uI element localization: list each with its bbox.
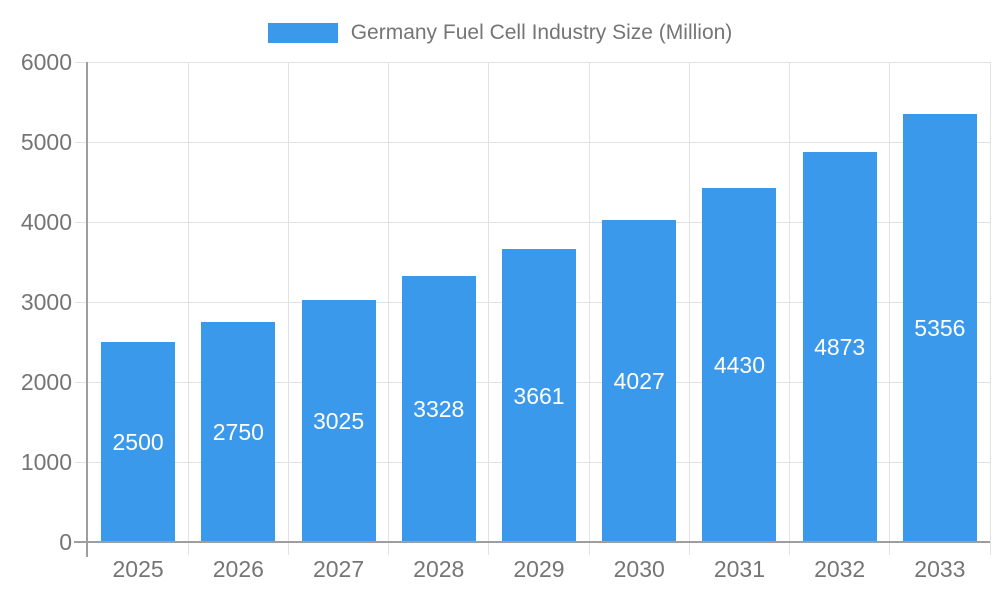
x-axis-label: 2028	[413, 556, 465, 582]
bar-2031[interactable]: 4430	[702, 187, 777, 542]
gridline-vertical	[789, 62, 791, 555]
y-axis-label: 0	[59, 529, 72, 555]
y-axis-labels: 0 1000 2000 3000 4000 5000 6000	[0, 50, 72, 554]
x-axis-labels: 2025 2026 2027 2028 2029 2030 2031 2032 2033	[88, 556, 990, 586]
gridline-vertical	[688, 62, 690, 555]
gridline-horizontal	[75, 141, 990, 143]
y-axis-label: 2000	[20, 369, 72, 395]
gridline-vertical	[287, 62, 289, 555]
x-axis-label: 2027	[312, 556, 365, 582]
x-axis-label: 2033	[914, 556, 966, 582]
y-axis-label: 5000	[20, 129, 72, 155]
bar-value-label: 2500	[112, 429, 164, 455]
bar-2026[interactable]: 2750	[201, 322, 276, 542]
gridline-horizontal	[75, 61, 990, 63]
gridline-vertical	[388, 62, 390, 555]
y-axis-label: 3000	[20, 289, 72, 315]
bar-2033[interactable]: 5356	[902, 113, 977, 542]
y-axis-label: 1000	[20, 449, 72, 475]
gridline-vertical	[488, 62, 490, 555]
gridline-vertical	[588, 62, 590, 555]
x-axis-line	[74, 541, 990, 543]
y-axis-line	[86, 62, 88, 557]
bar-value-label: 4873	[814, 334, 866, 361]
gridline-vertical	[989, 62, 991, 555]
x-axis-label: 2030	[613, 556, 665, 582]
gridline-vertical	[889, 62, 891, 555]
gridline-vertical	[187, 62, 189, 555]
bar-2025[interactable]: 2500	[101, 342, 176, 542]
bar-2032[interactable]: 4873	[802, 152, 877, 542]
bar-value-label: 3328	[413, 395, 465, 422]
plot-area: 2500 2750 3025 3328 3661 4027 4430 4873 5356	[74, 61, 991, 557]
x-axis-label: 2031	[713, 556, 766, 582]
bar-value-label: 4027	[613, 367, 665, 394]
bar-value-label: 3661	[513, 382, 565, 409]
y-axis-label: 6000	[20, 49, 72, 75]
x-axis-label: 2032	[814, 556, 866, 582]
bar-value-label: 3025	[312, 408, 365, 434]
bar-2028[interactable]: 3328	[401, 275, 476, 542]
gridline-horizontal	[75, 221, 990, 223]
y-axis-label: 4000	[20, 209, 72, 235]
x-axis-label: 2026	[212, 556, 264, 582]
x-axis-label: 2029	[513, 556, 565, 582]
bar-value-label: 5356	[914, 314, 966, 341]
bar-2027[interactable]: 3025	[301, 300, 376, 542]
bar-value-label: 2750	[212, 419, 264, 445]
legend-label: Germany Fuel Cell Industry Size (Million…	[350, 21, 733, 44]
x-axis-label: 2025	[112, 556, 164, 582]
legend[interactable]: Germany Fuel Cell Industry Size (Million…	[0, 22, 1000, 44]
bar-2029[interactable]: 3661	[502, 249, 576, 542]
bar-value-label: 4430	[713, 351, 766, 378]
bar-2030[interactable]: 4027	[602, 219, 677, 542]
legend-swatch-icon	[267, 23, 338, 43]
